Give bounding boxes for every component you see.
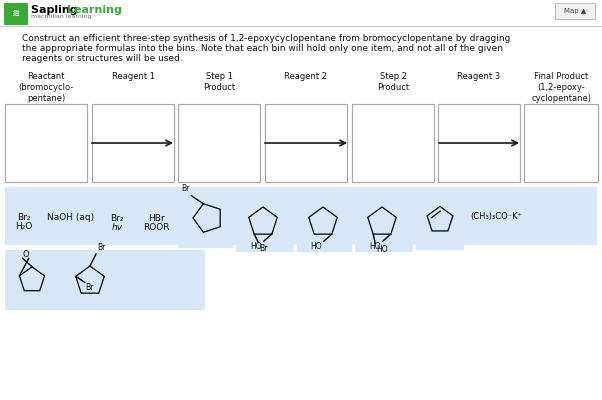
Text: HO: HO — [369, 242, 381, 251]
Bar — [467, 191, 525, 243]
Bar — [92, 104, 174, 182]
Bar — [100, 191, 134, 243]
Text: O: O — [22, 250, 29, 259]
Bar — [5, 104, 87, 182]
Bar — [524, 104, 598, 182]
Text: ROOR: ROOR — [143, 223, 169, 232]
Bar — [438, 104, 520, 182]
Bar — [355, 188, 413, 252]
Text: ≋: ≋ — [12, 9, 20, 19]
Text: Construct an efficient three-step synthesis of 1,2-epoxycyclopentane from bromoc: Construct an efficient three-step synthe… — [22, 34, 510, 43]
Text: macmillan learning: macmillan learning — [31, 14, 92, 19]
Text: HO: HO — [310, 242, 322, 251]
Bar — [178, 188, 233, 248]
Text: Br: Br — [181, 184, 190, 193]
Bar — [178, 104, 260, 182]
Text: Step 1
Product: Step 1 Product — [203, 72, 235, 92]
Bar — [416, 188, 464, 250]
FancyBboxPatch shape — [4, 3, 28, 25]
Text: HBr: HBr — [147, 214, 164, 223]
Text: Reagent 2: Reagent 2 — [285, 72, 327, 81]
Text: the appropriate formulas into the bins. Note that each bin will hold only one it: the appropriate formulas into the bins. … — [22, 44, 503, 53]
Text: (CH₃)₃CO⁻K⁺: (CH₃)₃CO⁻K⁺ — [470, 212, 522, 222]
Text: HO: HO — [376, 245, 388, 254]
Text: Final Product
(1,2-epoxy-
cyclopentane): Final Product (1,2-epoxy- cyclopentane) — [531, 72, 591, 103]
Bar — [137, 191, 175, 243]
Text: Map ▲: Map ▲ — [564, 8, 586, 14]
Text: NaOH (aq): NaOH (aq) — [48, 212, 95, 222]
Bar — [265, 104, 347, 182]
Text: Br: Br — [97, 243, 105, 252]
Text: Step 2
Product: Step 2 Product — [377, 72, 409, 92]
Text: Br: Br — [259, 244, 267, 253]
Bar — [7, 250, 57, 308]
Bar — [45, 191, 97, 243]
Bar — [352, 104, 434, 182]
Text: reagents or structures will be used.: reagents or structures will be used. — [22, 54, 183, 63]
Bar — [555, 3, 595, 19]
Text: Br₂: Br₂ — [110, 214, 124, 223]
Bar — [7, 191, 42, 243]
Text: Br: Br — [85, 283, 94, 292]
Bar — [5, 187, 597, 245]
Text: Sapling: Sapling — [31, 5, 81, 15]
Text: Reagent 3: Reagent 3 — [458, 72, 500, 81]
Bar — [297, 188, 352, 252]
Bar — [61, 250, 121, 308]
Text: HO: HO — [250, 242, 262, 251]
Text: hv: hv — [111, 223, 123, 232]
Bar — [236, 188, 294, 252]
Text: Br₂: Br₂ — [17, 213, 31, 222]
Text: Reactant
(bromocyclo-
pentane): Reactant (bromocyclo- pentane) — [19, 72, 73, 103]
Text: H₂O: H₂O — [15, 222, 33, 231]
Text: Learning: Learning — [67, 5, 122, 15]
Bar — [5, 250, 205, 310]
Text: Reagent 1: Reagent 1 — [111, 72, 155, 81]
